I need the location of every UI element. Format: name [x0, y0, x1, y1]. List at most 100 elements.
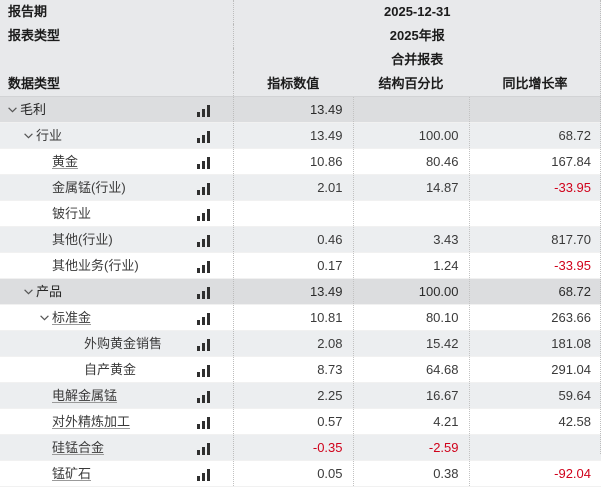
table-row[interactable]: 硅锰合金 -0.35 -2.59 — [0, 434, 601, 461]
cell-yoy-growth: -33.95 — [468, 252, 601, 279]
column-header-structure-pct[interactable]: 结构百分比 — [353, 72, 469, 97]
row-label-text[interactable]: 电解金属锰 — [52, 388, 118, 403]
cell-yoy-growth: 181.08 — [468, 330, 601, 357]
chevron-placeholder-icon — [36, 227, 52, 252]
bar-chart-icon[interactable] — [197, 388, 212, 403]
row-label-text[interactable]: 硅锰合金 — [52, 440, 105, 455]
column-header-value[interactable]: 指标数值 — [232, 72, 353, 97]
table-row[interactable]: 标准金 10.81 80.10 263.66 — [0, 304, 601, 331]
chevron-down-icon[interactable] — [36, 305, 52, 330]
bar-chart-icon[interactable] — [197, 154, 212, 169]
cell-yoy-growth: 68.72 — [468, 122, 601, 149]
header-statement-name: 合并报表 — [232, 48, 601, 72]
bar-chart-icon[interactable] — [197, 128, 212, 143]
cell-yoy-growth — [468, 434, 601, 461]
row-label-cell: 其他(行业) — [0, 226, 195, 253]
bar-chart-icon[interactable] — [197, 232, 212, 247]
cell-yoy-growth: -33.95 — [468, 174, 601, 201]
row-label-text: 铍行业 — [52, 206, 92, 221]
cell-value: 13.49 — [232, 96, 353, 123]
cell-value: -0.35 — [232, 434, 353, 461]
table-row[interactable]: 铍行业 — [0, 200, 601, 227]
chevron-placeholder-icon — [68, 331, 84, 356]
bar-chart-icon[interactable] — [197, 414, 212, 429]
table-body: 毛利 13.49 行业 13.49 100.00 68.72 黄金 10.86 80.46 167… — [0, 96, 601, 487]
row-label-cell: 外购黄金销售 — [0, 330, 195, 357]
bar-chart-icon-cell — [195, 408, 233, 435]
header-spacer-2 — [195, 24, 233, 48]
bar-chart-icon-cell — [195, 252, 233, 279]
bar-chart-icon-cell — [195, 330, 233, 357]
table-row[interactable]: 行业 13.49 100.00 68.72 — [0, 122, 601, 149]
chevron-down-icon[interactable] — [20, 123, 36, 148]
header-label-statement-type: 报表类型 — [8, 28, 61, 43]
chevron-placeholder-icon — [36, 409, 52, 434]
row-label-cell: 黄金 — [0, 148, 195, 175]
cell-yoy-growth: 68.72 — [468, 278, 601, 305]
row-label-text: 自产黄金 — [84, 362, 137, 377]
table-row[interactable]: 锰矿石 0.05 0.38 -92.04 — [0, 460, 601, 487]
bar-chart-icon[interactable] — [197, 466, 212, 481]
table-row[interactable]: 产品 13.49 100.00 68.72 — [0, 278, 601, 305]
table-row[interactable]: 金属锰(行业) 2.01 14.87 -33.95 — [0, 174, 601, 201]
bar-chart-icon[interactable] — [197, 206, 212, 221]
row-label-text: 产品 — [36, 284, 63, 299]
table-row[interactable]: 电解金属锰 2.25 16.67 59.64 — [0, 382, 601, 409]
header-row-report-period: 报告期 2025-12-31 — [0, 0, 601, 24]
cell-structure-pct: 14.87 — [352, 174, 469, 201]
cell-value: 2.01 — [232, 174, 353, 201]
table-row[interactable]: 其他业务(行业) 0.17 1.24 -33.95 — [0, 252, 601, 279]
cell-structure-pct: -2.59 — [352, 434, 469, 461]
cell-structure-pct: 15.42 — [352, 330, 469, 357]
chevron-down-icon[interactable] — [4, 97, 20, 122]
bar-chart-icon[interactable] — [197, 440, 212, 455]
bar-chart-icon[interactable] — [197, 102, 212, 117]
row-label-text: 其他(行业) — [52, 232, 113, 247]
row-label-text[interactable]: 黄金 — [52, 154, 79, 169]
header-row-statement-name: 合并报表 — [0, 48, 601, 72]
bar-chart-icon-cell — [195, 382, 233, 409]
bar-chart-icon-cell — [195, 174, 233, 201]
row-label-text[interactable]: 对外精炼加工 — [52, 414, 131, 429]
cell-value: 2.25 — [232, 382, 353, 409]
cell-value — [232, 200, 353, 227]
header-period-name: 2025年报 — [232, 24, 601, 48]
row-label-text: 其他业务(行业) — [52, 258, 139, 273]
cell-structure-pct — [352, 96, 469, 123]
row-label-text[interactable]: 锰矿石 — [52, 466, 92, 481]
bar-chart-icon[interactable] — [197, 258, 212, 273]
bar-chart-icon[interactable] — [197, 180, 212, 195]
bar-chart-icon[interactable] — [197, 310, 212, 325]
chevron-down-icon[interactable] — [20, 279, 36, 304]
cell-value: 0.17 — [232, 252, 353, 279]
table-row[interactable]: 黄金 10.86 80.46 167.84 — [0, 148, 601, 175]
header-label-blank — [0, 48, 195, 72]
chevron-placeholder-icon — [68, 357, 84, 382]
row-label-text: 金属锰(行业) — [52, 180, 126, 195]
cell-yoy-growth: 42.58 — [468, 408, 601, 435]
cell-yoy-growth: -92.04 — [468, 460, 601, 487]
table-row[interactable]: 自产黄金 8.73 64.68 291.04 — [0, 356, 601, 383]
table-row[interactable]: 毛利 13.49 — [0, 96, 601, 123]
row-label-cell: 金属锰(行业) — [0, 174, 195, 201]
bar-chart-icon-cell — [195, 96, 233, 123]
row-label-text[interactable]: 标准金 — [52, 310, 92, 325]
header-row-columns: 数据类型 指标数值 结构百分比 同比增长率 — [0, 72, 601, 97]
bar-chart-icon[interactable] — [197, 362, 212, 377]
column-header-yoy-growth[interactable]: 同比增长率 — [469, 72, 601, 97]
row-label-cell: 行业 — [0, 122, 195, 149]
cell-value: 13.49 — [232, 122, 353, 149]
table-row[interactable]: 其他(行业) 0.46 3.43 817.70 — [0, 226, 601, 253]
bar-chart-icon[interactable] — [197, 336, 212, 351]
table-row[interactable]: 对外精炼加工 0.57 4.21 42.58 — [0, 408, 601, 435]
bar-chart-icon[interactable] — [197, 284, 212, 299]
table-row[interactable]: 外购黄金销售 2.08 15.42 181.08 — [0, 330, 601, 357]
cell-structure-pct: 80.10 — [352, 304, 469, 331]
table-header: 报告期 2025-12-31 报表类型 2025年报 合并报表 数据类型 指标数… — [0, 0, 601, 97]
bar-chart-icon-cell — [195, 278, 233, 305]
row-label-cell: 硅锰合金 — [0, 434, 195, 461]
cell-structure-pct: 16.67 — [352, 382, 469, 409]
header-label-report-period: 报告期 — [8, 4, 48, 19]
header-period-date: 2025-12-31 — [232, 0, 601, 24]
